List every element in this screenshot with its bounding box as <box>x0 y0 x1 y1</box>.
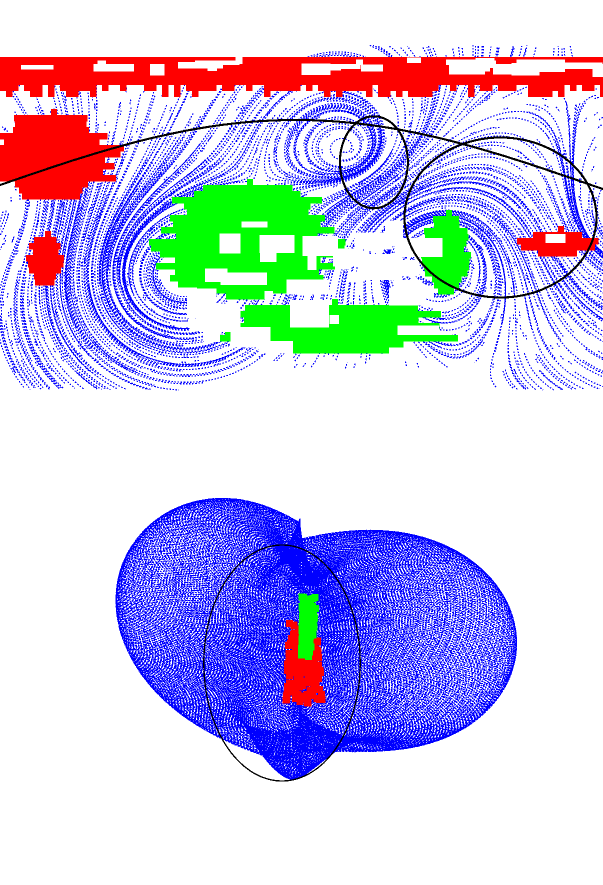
projection-map-canvas <box>0 44 603 391</box>
band-notch <box>557 62 603 67</box>
red-patch-west-tail <box>26 231 65 286</box>
landmass-void <box>259 234 295 254</box>
isocontour-group <box>0 115 603 299</box>
band-notch <box>312 64 361 69</box>
red-region-group <box>0 57 603 286</box>
band-notch <box>407 57 421 64</box>
band-notch <box>97 60 106 69</box>
surface-green-region <box>297 593 319 660</box>
band-notch <box>177 62 223 69</box>
band-notch <box>235 57 243 65</box>
landmass-void <box>307 246 317 270</box>
surface-3d-panel <box>0 420 603 885</box>
band-notch <box>21 64 54 70</box>
band-notch <box>516 59 565 73</box>
landmass-void <box>393 260 420 277</box>
landmass-void <box>258 340 293 354</box>
landmass-void <box>388 287 427 306</box>
landmass-void <box>220 272 267 285</box>
red-polar-band <box>0 57 603 97</box>
band-notch <box>452 60 497 68</box>
landmass-void <box>241 221 268 228</box>
green-region-group <box>149 179 472 354</box>
green-landmass-east <box>421 210 472 295</box>
surface-isocontour <box>203 544 361 782</box>
band-notch <box>149 64 165 76</box>
surface-red-patch <box>282 619 326 707</box>
surface-green-patch <box>297 593 319 660</box>
band-notch <box>355 59 363 65</box>
surface-red-region <box>282 619 326 707</box>
red-patch-hole <box>545 233 566 243</box>
landmass-void <box>329 314 339 324</box>
landmass-void <box>394 238 443 257</box>
landmass-void <box>354 232 393 250</box>
band-notch <box>301 63 331 76</box>
landmass-void <box>286 279 329 295</box>
band-notch <box>360 64 384 72</box>
landmass-void <box>332 248 364 267</box>
band-notch <box>592 64 603 78</box>
landmass-void <box>205 268 228 283</box>
landmass-void <box>264 291 274 301</box>
surface-streamline-field <box>115 497 518 781</box>
landmass-void <box>384 220 403 246</box>
streamline-field <box>0 44 603 391</box>
landmass-void <box>196 313 208 332</box>
landmass-void <box>289 300 329 328</box>
landmass-void <box>219 233 241 254</box>
band-notch <box>93 64 135 72</box>
surface-3d-canvas <box>115 497 518 782</box>
landmass-void <box>370 242 381 254</box>
landmass-void <box>397 325 439 336</box>
projection-map-panel <box>0 0 603 420</box>
landmass-void <box>189 320 236 331</box>
landmass-void <box>347 271 362 283</box>
band-notch <box>493 63 527 75</box>
